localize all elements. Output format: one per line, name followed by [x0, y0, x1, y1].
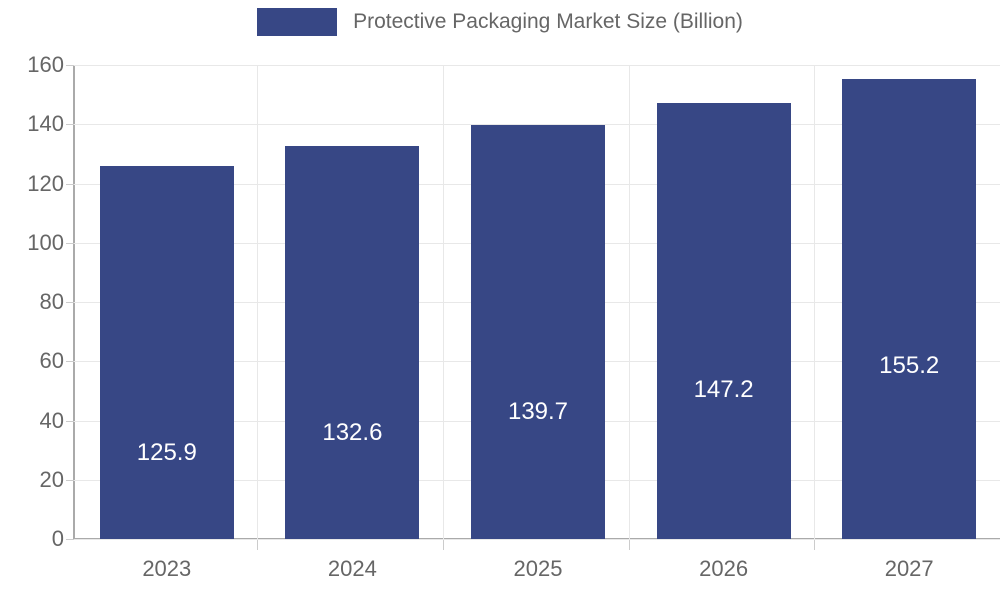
gridline-vertical	[814, 65, 816, 539]
bar[interactable]: 139.7	[471, 125, 605, 539]
x-axis-tick-mark	[628, 540, 630, 550]
y-axis-tick-label: 40	[39, 407, 64, 433]
bar-value-label: 139.7	[507, 398, 569, 426]
x-axis-tick-label: 2024	[327, 556, 377, 581]
y-axis-tick-label: 120	[27, 170, 64, 196]
y-axis-tick-mark	[66, 420, 74, 422]
y-axis-tick-label: 140	[27, 111, 64, 137]
bar[interactable]: 155.2	[842, 79, 977, 539]
y-axis-tick-mark	[66, 361, 74, 363]
y-axis-tick-label: 60	[39, 348, 64, 374]
x-axis-tick-label: 2023	[142, 556, 192, 581]
y-axis-tick-label: 160	[27, 52, 64, 77]
bar-value-label: 125.9	[136, 439, 197, 467]
bar-value-label: 155.2	[879, 352, 940, 380]
bar-value-label: 132.6	[322, 419, 383, 447]
gridline-horizontal	[74, 65, 1000, 66]
bar[interactable]: 132.6	[285, 146, 420, 539]
x-axis-tick-mark	[257, 540, 259, 550]
y-axis-tick-label: 0	[51, 526, 64, 551]
y-axis-tick-mark	[66, 539, 74, 540]
plot-area: 0 20 40 60 80 100 120 140 160 125.9 132.6 139.7 147…	[27, 52, 1000, 551]
gridline-vertical	[443, 65, 444, 539]
bar[interactable]: 125.9	[99, 166, 234, 539]
y-axis-tick-label: 100	[27, 229, 64, 255]
y-axis-tick-mark	[66, 183, 74, 185]
legend-color-swatch-icon	[257, 8, 338, 36]
legend-item-protective-packaging-market-size[interactable]: Protective Packaging Market Size (Billio…	[257, 8, 743, 36]
gridline-vertical	[628, 65, 630, 539]
y-axis-tick-label: 80	[39, 289, 64, 314]
gridline-vertical	[257, 65, 259, 539]
y-axis-tick-label: 20	[39, 466, 64, 492]
bar[interactable]: 147.2	[656, 102, 791, 539]
y-axis-tick-mark	[66, 242, 74, 244]
y-axis-tick-mark	[66, 479, 74, 481]
bar-value-label: 147.2	[693, 375, 754, 403]
x-axis-tick-label: 2025	[513, 556, 563, 581]
y-axis-tick-mark	[66, 124, 74, 126]
y-axis-tick-mark	[66, 302, 74, 303]
x-axis-tick-label: 2027	[884, 556, 934, 581]
legend-item-label: Protective Packaging Market Size (Billio…	[353, 10, 743, 33]
x-axis-tick-mark	[443, 540, 444, 550]
y-axis-tick-mark	[66, 65, 74, 66]
x-axis-tick-mark	[814, 540, 816, 550]
x-axis-tick-label: 2026	[699, 556, 749, 581]
chart-legend: Protective Packaging Market Size (Billio…	[0, 8, 1000, 36]
